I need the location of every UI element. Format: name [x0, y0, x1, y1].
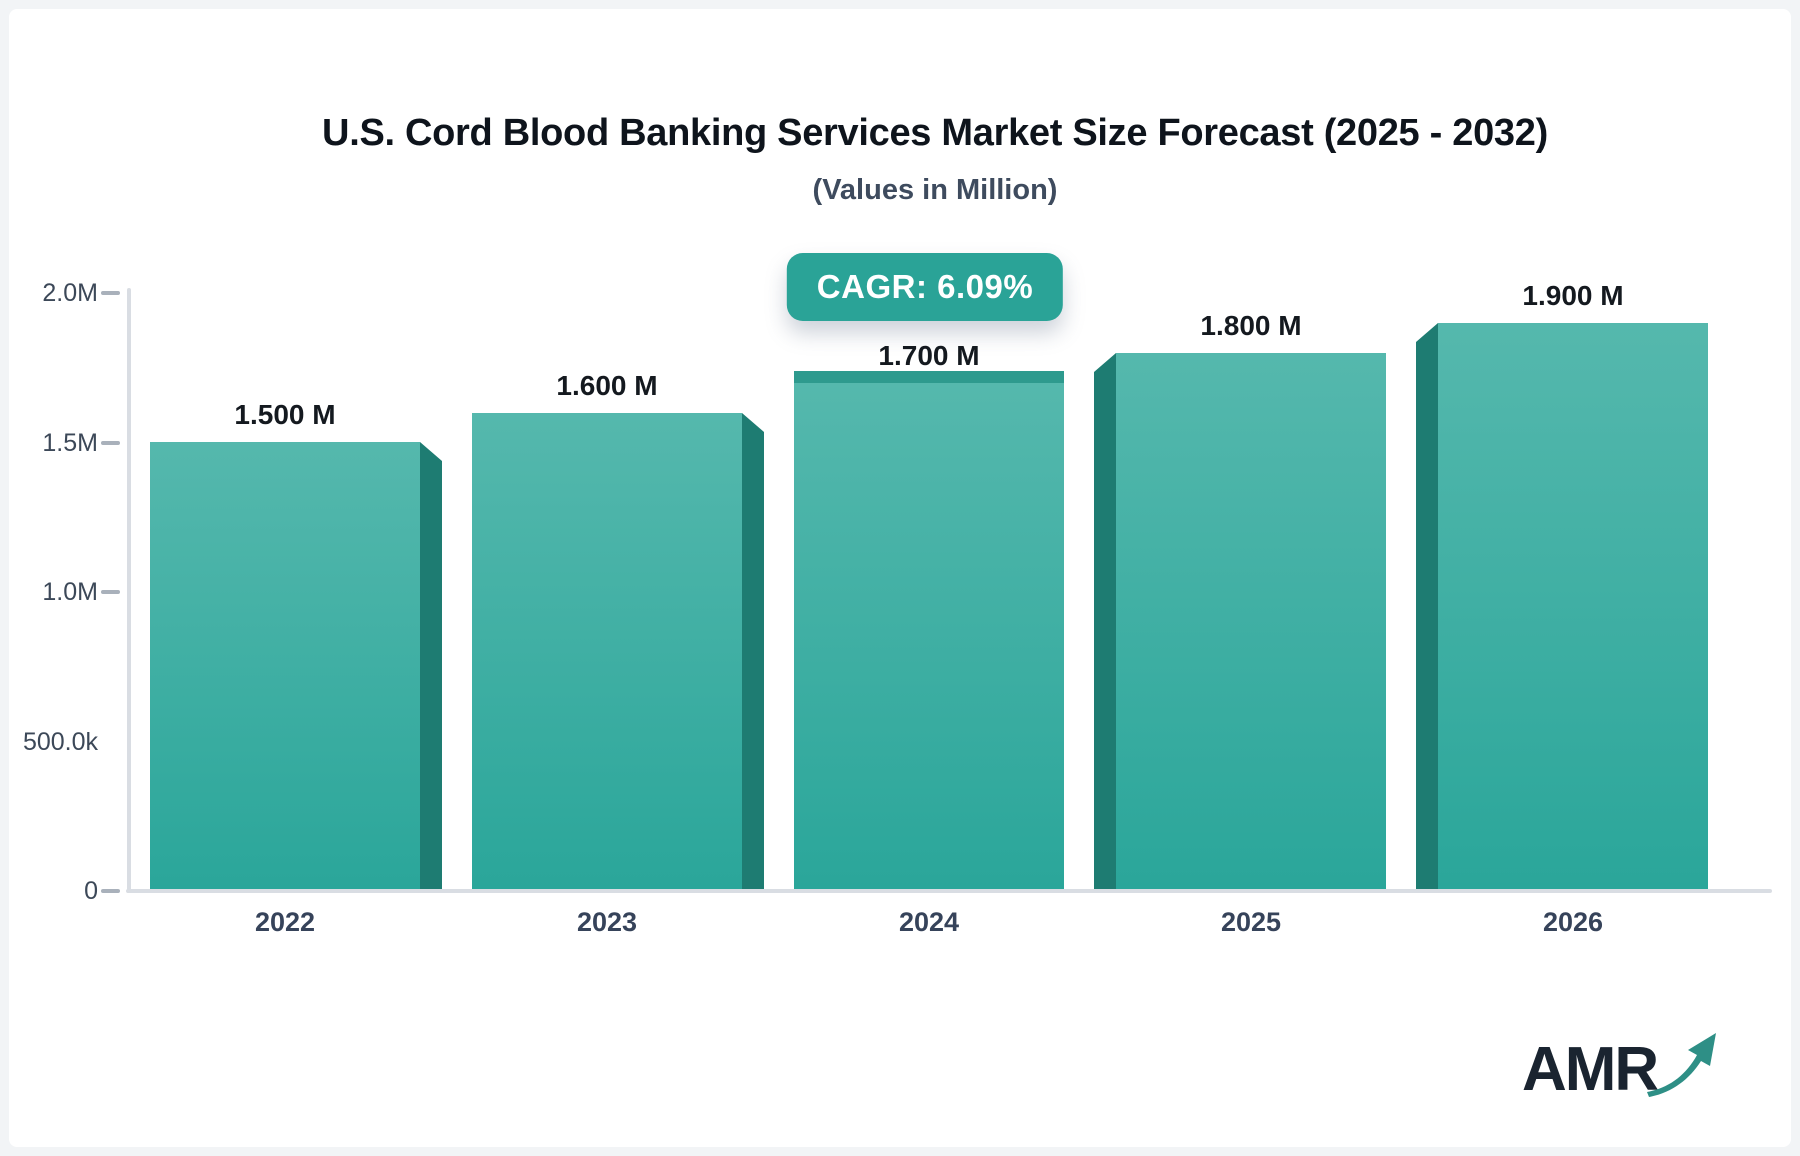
cagr-badge: CAGR: 6.09% [786, 253, 1064, 321]
chart-subtitle: (Values in Million) [812, 174, 1058, 206]
bar-2025[interactable] [1116, 353, 1386, 891]
y-tick-dash [101, 440, 120, 445]
bar-top-cap [794, 371, 1064, 384]
x-axis-line [126, 889, 1772, 893]
bar-value-label: 1.900 M [1522, 280, 1624, 311]
x-axis-label-2022: 2022 [254, 907, 316, 937]
y-tick-label: 1.0M [42, 578, 98, 606]
bar-value-label: 1.500 M [234, 399, 336, 430]
bar-value-label: 1.600 M [556, 370, 658, 401]
bar-side-face [1416, 323, 1438, 891]
x-axis-label-2026: 2026 [1542, 907, 1604, 937]
brand-logo: AMR [1522, 1030, 1719, 1104]
bar-side-face [420, 442, 442, 891]
y-tick-dash [101, 291, 120, 295]
y-tick-dash [101, 889, 120, 893]
bar-2022[interactable] [150, 442, 420, 891]
bar-2026[interactable] [1438, 323, 1708, 891]
chart-title: U.S. Cord Blood Banking Services Market … [322, 112, 1548, 154]
brand-logo-text: AMR [1522, 1035, 1659, 1104]
y-tick-label: 0 [84, 877, 98, 905]
bar-side-face [742, 413, 764, 891]
bar-value-label: 1.800 M [1200, 310, 1302, 341]
x-axis-label-2023: 2023 [576, 907, 638, 937]
bar-value-label: 1.700 M [878, 340, 980, 371]
y-axis-line [127, 288, 131, 893]
x-axis-label-2024: 2024 [898, 907, 960, 937]
y-tick-label: 500.0k [22, 727, 98, 756]
bar-2024[interactable] [794, 383, 1064, 891]
y-tick-label: 1.5M [42, 428, 98, 457]
bar-side-face [1094, 353, 1116, 891]
x-axis-label-2025: 2025 [1220, 907, 1282, 937]
trend-up-arrow-path [1647, 1033, 1717, 1097]
y-tick-label: 2.0M [42, 279, 98, 307]
y-tick-dash [101, 590, 120, 594]
trend-up-arrow-icon [1647, 1033, 1717, 1097]
bar-2023[interactable] [472, 413, 742, 891]
